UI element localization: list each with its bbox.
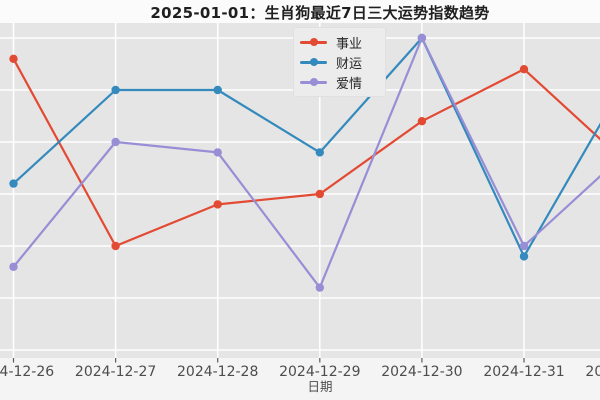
legend-label: 事业 — [336, 36, 363, 52]
x-tick-label: 2024-12-31 — [483, 364, 564, 380]
x-tick-label: 2024-12-26 — [0, 364, 54, 380]
legend-item-career: 事业 — [300, 32, 385, 52]
data-point-career — [519, 65, 529, 74]
data-point-wealth — [519, 252, 529, 261]
legend-line-dot-icon — [300, 77, 327, 87]
data-point-career — [213, 200, 222, 209]
legend-label: 财运 — [336, 56, 363, 72]
x-tick-label: 2024-12-27 — [75, 364, 156, 380]
data-point-wealth — [111, 85, 120, 95]
series-layer — [9, 33, 600, 292]
data-point-love — [111, 137, 120, 147]
legend-line-dot-icon — [300, 57, 327, 67]
data-point-career — [111, 241, 120, 251]
x-axis-label: 日期 — [307, 379, 332, 394]
data-point-wealth — [9, 179, 18, 188]
x-axis: 2024-12-26 2024-12-27 2024-12-28 2024-12-29… — [0, 358, 600, 380]
legend-item-love: 爱情 — [300, 72, 385, 92]
data-point-career — [417, 117, 427, 126]
x-tick-label: 2025-01-01 — [585, 364, 600, 380]
legend-item-wealth: 财运 — [300, 52, 385, 72]
data-point-love — [9, 262, 18, 271]
data-point-career — [315, 189, 324, 199]
data-point-love — [315, 283, 324, 292]
legend-label: 爱情 — [336, 76, 363, 92]
data-point-wealth — [213, 85, 222, 95]
data-point-love — [417, 33, 427, 43]
data-point-love — [519, 241, 529, 251]
data-point-love — [213, 148, 222, 157]
chart-title: 2025-01-01：生肖狗最近7日三大运势指数趋势 — [150, 4, 490, 22]
x-tick-label: 2024-12-30 — [381, 364, 462, 380]
x-tick-label: 2024-12-28 — [177, 364, 258, 380]
x-tick-label: 2024-12-29 — [279, 364, 360, 380]
title-band — [0, 0, 600, 23]
legend-line-dot-icon — [300, 37, 327, 47]
data-point-career — [9, 54, 18, 63]
legend: 事业 财运 爱情 — [293, 27, 386, 97]
data-point-wealth — [315, 148, 324, 157]
